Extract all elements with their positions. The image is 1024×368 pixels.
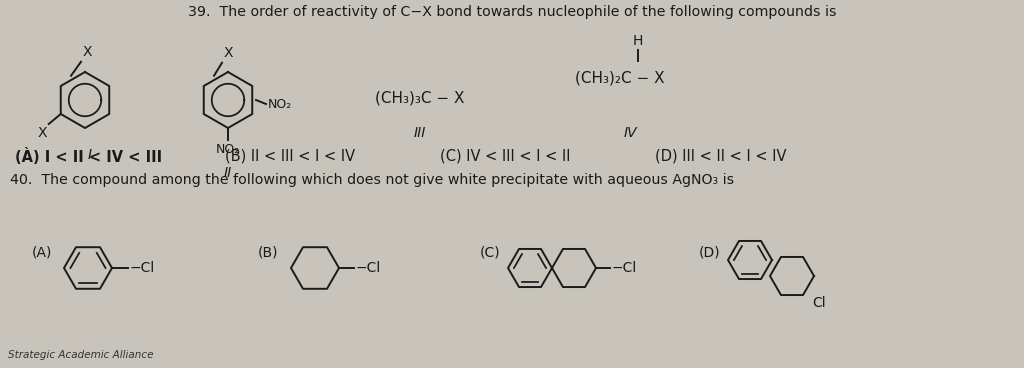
Text: NO₂: NO₂ bbox=[216, 143, 240, 156]
Text: (CH₃)₂C − X: (CH₃)₂C − X bbox=[575, 71, 665, 85]
Text: (C): (C) bbox=[479, 245, 501, 259]
Text: (CH₃)₃C − X: (CH₃)₃C − X bbox=[375, 91, 465, 106]
Text: IV: IV bbox=[624, 126, 637, 140]
Text: I: I bbox=[88, 148, 92, 162]
Text: (D) III < II < I < IV: (D) III < II < I < IV bbox=[655, 149, 786, 163]
Text: (C) IV < III < I < II: (C) IV < III < I < II bbox=[440, 149, 570, 163]
Text: H: H bbox=[633, 34, 643, 48]
Text: −Cl: −Cl bbox=[612, 261, 637, 275]
Text: Strategic Academic Alliance: Strategic Academic Alliance bbox=[8, 350, 154, 360]
Text: III: III bbox=[414, 126, 426, 140]
Text: X: X bbox=[83, 45, 92, 59]
Text: (À) I < II < IV < III: (À) I < II < IV < III bbox=[15, 148, 162, 164]
Text: (B): (B) bbox=[258, 245, 279, 259]
Text: X: X bbox=[224, 46, 233, 60]
Text: −Cl: −Cl bbox=[130, 261, 156, 275]
Text: −Cl: −Cl bbox=[356, 261, 381, 275]
Text: 39.  The order of reactivity of C−X bond towards nucleophile of the following co: 39. The order of reactivity of C−X bond … bbox=[187, 5, 837, 19]
Text: (D): (D) bbox=[699, 245, 721, 259]
Text: Cl: Cl bbox=[812, 296, 825, 310]
Text: X: X bbox=[37, 126, 47, 140]
Text: NO₂: NO₂ bbox=[268, 99, 292, 112]
Text: 40.  The compound among the following which does not give white precipitate with: 40. The compound among the following whi… bbox=[10, 173, 734, 187]
Text: (A): (A) bbox=[32, 245, 52, 259]
Text: (B) II < III < I < IV: (B) II < III < I < IV bbox=[225, 149, 355, 163]
Text: II: II bbox=[224, 166, 232, 180]
